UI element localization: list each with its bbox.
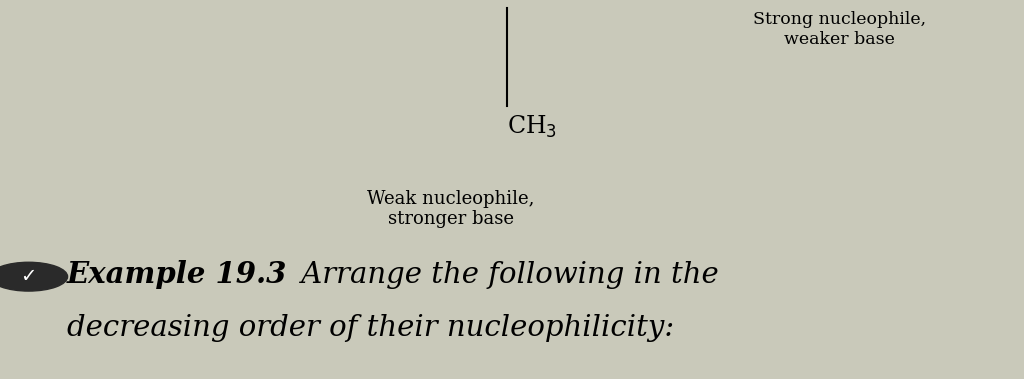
Circle shape	[0, 262, 68, 291]
Text: Example 19.3: Example 19.3	[67, 260, 287, 289]
Text: ✓: ✓	[20, 267, 37, 286]
Text: decreasing order of their nucleophilicity:: decreasing order of their nucleophilicit…	[67, 314, 674, 342]
Text: Arrange the following in the: Arrange the following in the	[292, 261, 719, 289]
Text: Weak nucleophile,
stronger base: Weak nucleophile, stronger base	[367, 190, 535, 228]
Text: CH$_3$: CH$_3$	[507, 114, 557, 140]
Text: Strong nucleophile,
weaker base: Strong nucleophile, weaker base	[753, 11, 927, 48]
